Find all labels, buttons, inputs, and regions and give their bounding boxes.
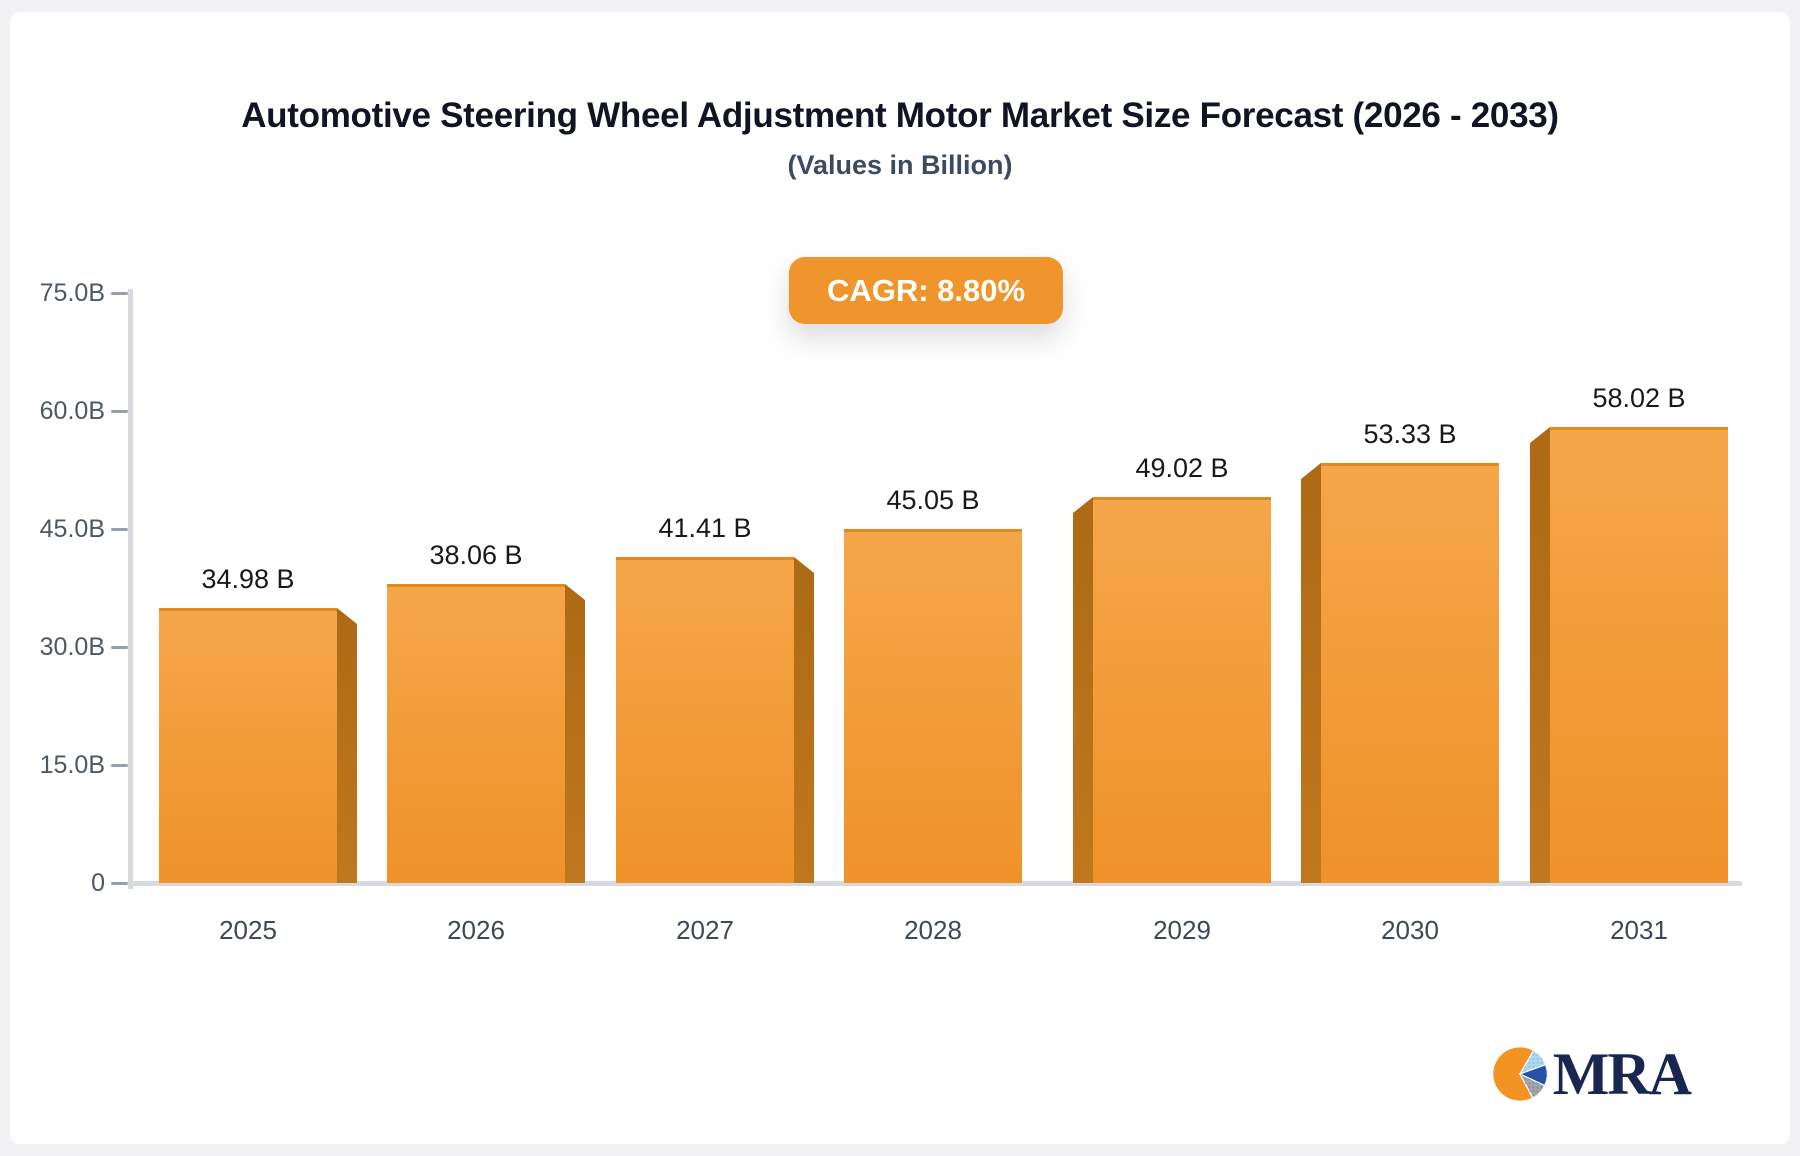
page-subtitle: (Values in Billion)	[787, 150, 1013, 180]
bar-face	[1321, 463, 1499, 883]
pie-chart-logo-icon	[1491, 1046, 1548, 1102]
bar-value-label: 53.33 B	[1363, 419, 1457, 449]
brand-logo-text: MRA	[1552, 1041, 1692, 1107]
page-title: Automotive Steering Wheel Adjustment Mot…	[241, 96, 1559, 135]
x-tick-label: 2027	[676, 915, 734, 945]
y-tick-dash	[111, 292, 128, 295]
y-tick-label: 60.0B	[39, 397, 105, 425]
bar-face	[387, 584, 565, 883]
bar-side-face	[565, 584, 585, 883]
bar-face	[1550, 427, 1728, 883]
x-tick-label: 2030	[1381, 915, 1439, 945]
pie-slice-orange	[1491, 1046, 1535, 1102]
bar-value-label: 41.41 B	[658, 513, 752, 543]
y-tick-label: 15.0B	[39, 751, 105, 779]
y-tick-label: 0	[91, 869, 105, 897]
brand-logo: MRA	[1491, 1041, 1692, 1107]
y-tick-label: 75.0B	[39, 279, 105, 307]
chart-card: Automotive Steering Wheel Adjustment Mot…	[10, 12, 1790, 1144]
y-tick-label: 30.0B	[39, 633, 105, 661]
bar-value-label: 49.02 B	[1135, 453, 1229, 483]
bar-face	[1093, 497, 1271, 883]
bar-value-label: 58.02 B	[1592, 383, 1686, 413]
bar-value-label: 38.06 B	[429, 540, 523, 570]
pie-slice-lightblue-dots	[1519, 1050, 1546, 1074]
bar-side-face	[1073, 497, 1093, 883]
y-tick-dash	[111, 882, 128, 885]
x-tick-label: 2025	[219, 915, 277, 945]
x-tick-label: 2026	[447, 915, 505, 945]
y-axis-line	[128, 289, 133, 889]
bar-side-face	[1301, 463, 1321, 883]
x-tick-label: 2031	[1610, 915, 1668, 945]
y-tick-dash	[111, 528, 128, 531]
bar-side-face	[337, 608, 357, 883]
bar-face	[616, 557, 794, 883]
pie-slice-gray-dots	[1519, 1074, 1545, 1099]
y-tick-dash	[111, 764, 128, 767]
bar-side-face	[1530, 427, 1550, 883]
y-tick-dash	[111, 410, 128, 413]
y-tick-label: 45.0B	[39, 515, 105, 543]
bar-value-label: 45.05 B	[886, 485, 980, 515]
x-tick-label: 2028	[904, 915, 962, 945]
bar-value-label: 34.98 B	[201, 564, 295, 594]
bar-side-face	[794, 557, 814, 883]
bar-face	[844, 529, 1022, 883]
y-tick-dash	[111, 646, 128, 649]
cagr-badge: CAGR: 8.80%	[788, 257, 1064, 324]
x-tick-label: 2029	[1153, 915, 1211, 945]
x-axis-line	[128, 881, 1742, 886]
bar-face	[159, 608, 337, 883]
